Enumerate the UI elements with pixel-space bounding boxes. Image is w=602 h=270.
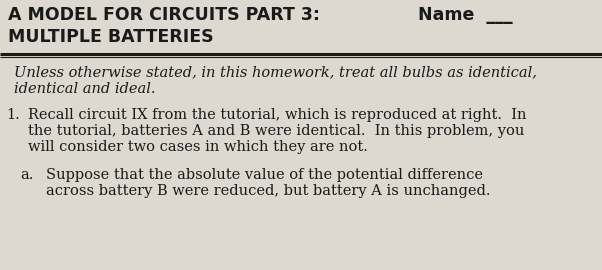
Text: Suppose that the absolute value of the potential difference: Suppose that the absolute value of the p…: [46, 168, 483, 182]
Text: A MODEL FOR CIRCUITS PART 3:: A MODEL FOR CIRCUITS PART 3:: [8, 6, 320, 24]
Text: will consider two cases in which they are not.: will consider two cases in which they ar…: [28, 140, 368, 154]
Text: Unless otherwise stated, in this homework, treat all bulbs as identical,: Unless otherwise stated, in this homewor…: [14, 65, 537, 79]
Text: MULTIPLE BATTERIES: MULTIPLE BATTERIES: [8, 28, 214, 46]
Text: identical and ideal.: identical and ideal.: [14, 82, 155, 96]
Text: Name  ___: Name ___: [418, 6, 513, 24]
Text: Recall circuit IX from the tutorial, which is reproduced at right.  In: Recall circuit IX from the tutorial, whi…: [28, 108, 527, 122]
Text: a.: a.: [20, 168, 33, 182]
Text: 1.: 1.: [6, 108, 20, 122]
Text: across battery B were reduced, but battery A is unchanged.: across battery B were reduced, but batte…: [46, 184, 491, 198]
Text: the tutorial, batteries A and B were identical.  In this problem, you: the tutorial, batteries A and B were ide…: [28, 124, 524, 138]
